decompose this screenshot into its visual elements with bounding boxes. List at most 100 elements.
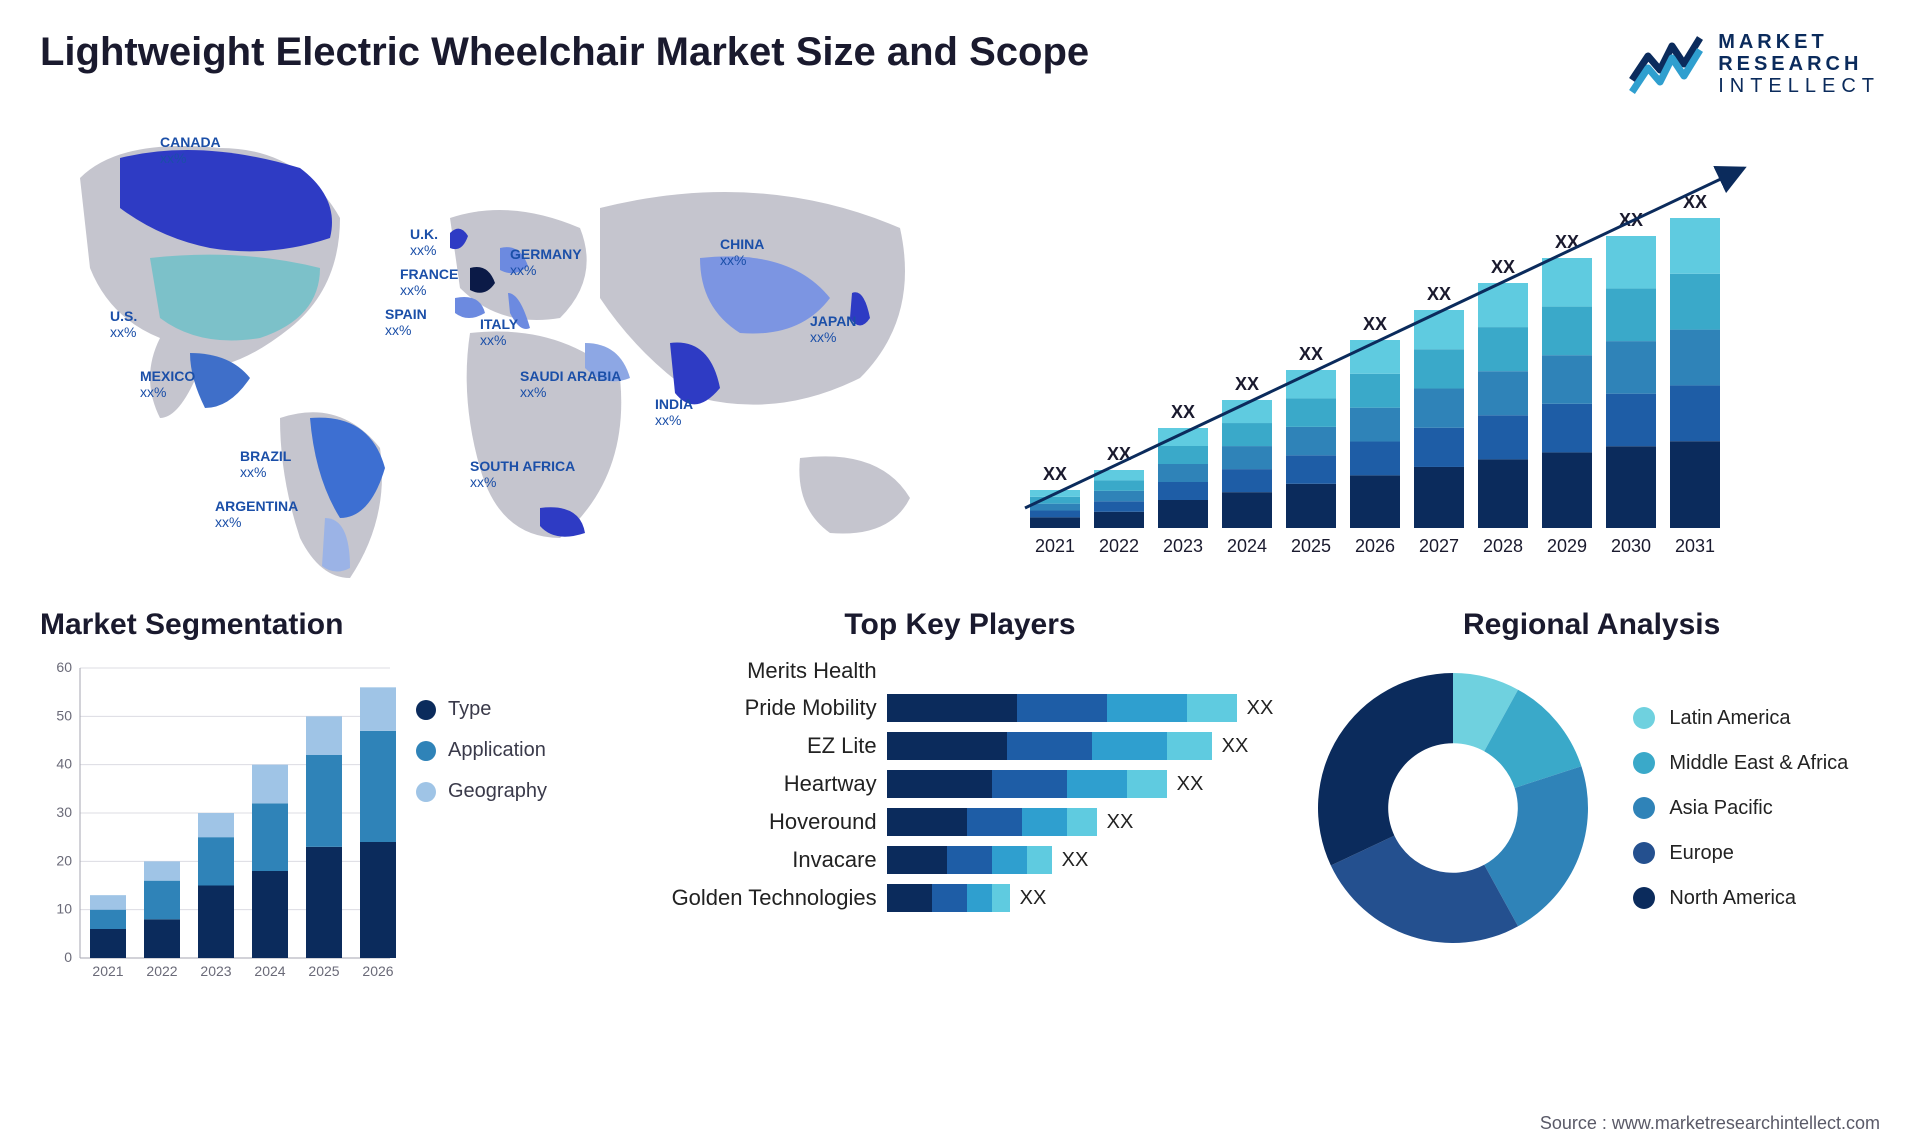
svg-text:2022: 2022 bbox=[1099, 536, 1139, 556]
player-name-label: EZ Lite bbox=[647, 733, 877, 759]
player-name-label: Pride Mobility bbox=[647, 695, 877, 721]
player-bar bbox=[887, 770, 1167, 798]
legend-label: Application bbox=[448, 739, 546, 762]
logo-row-1: MARKET bbox=[1718, 31, 1880, 53]
legend-swatch-icon bbox=[1633, 887, 1655, 909]
map-country-label: CHINAxx% bbox=[720, 236, 764, 268]
player-value-label: XX bbox=[1020, 887, 1047, 910]
svg-text:2025: 2025 bbox=[308, 963, 339, 979]
legend-swatch-icon bbox=[416, 700, 436, 720]
svg-text:2025: 2025 bbox=[1291, 536, 1331, 556]
svg-text:2021: 2021 bbox=[92, 963, 123, 979]
legend-label: Latin America bbox=[1669, 707, 1790, 730]
svg-text:2028: 2028 bbox=[1483, 536, 1523, 556]
player-value-label: XX bbox=[1062, 849, 1089, 872]
svg-text:10: 10 bbox=[56, 901, 72, 917]
svg-text:2027: 2027 bbox=[1419, 536, 1459, 556]
legend-swatch-icon bbox=[1633, 842, 1655, 864]
players-title: Top Key Players bbox=[647, 608, 1274, 642]
regional-donut-chart bbox=[1303, 658, 1603, 958]
regional-legend-item: North America bbox=[1633, 887, 1848, 910]
player-row: Pride Mobility XX bbox=[647, 694, 1274, 722]
player-row: Invacare XX bbox=[647, 846, 1274, 874]
svg-text:XX: XX bbox=[1363, 314, 1387, 334]
svg-text:2026: 2026 bbox=[362, 963, 393, 979]
map-country-label: GERMANYxx% bbox=[510, 246, 582, 278]
players-panel: Top Key Players Merits Health Pride Mobil… bbox=[647, 608, 1274, 1028]
world-map-panel: CANADAxx%U.S.xx%MEXICOxx%BRAZILxx%ARGENT… bbox=[40, 118, 960, 578]
regional-legend: Latin AmericaMiddle East & AfricaAsia Pa… bbox=[1633, 707, 1848, 910]
segmentation-panel: Market Segmentation 01020304050602021202… bbox=[40, 608, 617, 1028]
map-country-label: JAPANxx% bbox=[810, 313, 856, 345]
segmentation-title: Market Segmentation bbox=[40, 608, 617, 642]
svg-text:2026: 2026 bbox=[1355, 536, 1395, 556]
map-country-label: U.K.xx% bbox=[410, 226, 438, 258]
regional-panel: Regional Analysis Latin AmericaMiddle Ea… bbox=[1303, 608, 1880, 1028]
svg-text:2030: 2030 bbox=[1611, 536, 1651, 556]
logo-mark-icon bbox=[1628, 30, 1706, 98]
legend-label: Type bbox=[448, 698, 491, 721]
logo-text: MARKET RESEARCH INTELLECT bbox=[1718, 31, 1880, 97]
svg-text:60: 60 bbox=[56, 659, 72, 675]
legend-label: Geography bbox=[448, 780, 547, 803]
svg-text:XX: XX bbox=[1043, 464, 1067, 484]
player-bar bbox=[887, 694, 1237, 722]
map-country-label: MEXICOxx% bbox=[140, 368, 195, 400]
regional-legend-item: Middle East & Africa bbox=[1633, 752, 1848, 775]
player-bar bbox=[887, 884, 1010, 912]
svg-text:2031: 2031 bbox=[1675, 536, 1715, 556]
player-name-label: Hoveround bbox=[647, 809, 877, 835]
legend-swatch-icon bbox=[1633, 752, 1655, 774]
player-bar bbox=[887, 732, 1212, 760]
map-country-label: ARGENTINAxx% bbox=[215, 498, 298, 530]
map-country-label: ITALYxx% bbox=[480, 316, 518, 348]
map-country-label: BRAZILxx% bbox=[240, 448, 291, 480]
regional-legend-item: Latin America bbox=[1633, 707, 1848, 730]
growth-chart-panel: XX2021XX2022XX2023XX2024XX2025XX2026XX20… bbox=[1000, 118, 1880, 578]
map-country-label: FRANCExx% bbox=[400, 266, 458, 298]
player-row: Heartway XX bbox=[647, 770, 1274, 798]
player-row: Hoveround XX bbox=[647, 808, 1274, 836]
brand-logo: MARKET RESEARCH INTELLECT bbox=[1628, 30, 1880, 98]
svg-text:30: 30 bbox=[56, 804, 72, 820]
legend-swatch-icon bbox=[1633, 707, 1655, 729]
player-name-label: Golden Technologies bbox=[647, 885, 877, 911]
svg-text:2022: 2022 bbox=[146, 963, 177, 979]
player-row: Golden Technologies XX bbox=[647, 884, 1274, 912]
player-bar bbox=[887, 846, 1052, 874]
svg-text:XX: XX bbox=[1299, 344, 1323, 364]
svg-text:50: 50 bbox=[56, 707, 72, 723]
svg-text:XX: XX bbox=[1171, 402, 1195, 422]
svg-text:2021: 2021 bbox=[1035, 536, 1075, 556]
svg-text:XX: XX bbox=[1235, 374, 1259, 394]
header: Lightweight Electric Wheelchair Market S… bbox=[40, 30, 1880, 98]
growth-stacked-bar-chart: XX2021XX2022XX2023XX2024XX2025XX2026XX20… bbox=[1000, 128, 1880, 578]
bottom-row: Market Segmentation 01020304050602021202… bbox=[40, 608, 1880, 1028]
segmentation-bar-chart: 0102030405060202120222023202420252026 bbox=[40, 658, 400, 998]
logo-row-2: RESEARCH bbox=[1718, 53, 1880, 75]
map-country-label: SAUDI ARABIAxx% bbox=[520, 368, 621, 400]
player-value-label: XX bbox=[1107, 811, 1134, 834]
segmentation-legend: Type Application Geography bbox=[416, 658, 547, 1028]
player-name-label: Invacare bbox=[647, 847, 877, 873]
svg-text:0: 0 bbox=[64, 949, 72, 965]
legend-swatch-icon bbox=[416, 741, 436, 761]
svg-text:2024: 2024 bbox=[1227, 536, 1267, 556]
player-value-label: XX bbox=[1247, 697, 1274, 720]
map-country-label: U.S.xx% bbox=[110, 308, 137, 340]
svg-text:20: 20 bbox=[56, 852, 72, 868]
map-country-label: SPAINxx% bbox=[385, 306, 427, 338]
segmentation-legend-item: Geography bbox=[416, 780, 547, 803]
svg-text:2024: 2024 bbox=[254, 963, 285, 979]
legend-swatch-icon bbox=[416, 782, 436, 802]
player-value-label: XX bbox=[1222, 735, 1249, 758]
player-value-label: XX bbox=[1177, 773, 1204, 796]
svg-text:2023: 2023 bbox=[200, 963, 231, 979]
svg-text:XX: XX bbox=[1427, 284, 1451, 304]
svg-text:2023: 2023 bbox=[1163, 536, 1203, 556]
player-bar bbox=[887, 808, 1097, 836]
player-row: Merits Health bbox=[647, 658, 1274, 684]
player-name-label: Heartway bbox=[647, 771, 877, 797]
player-row: EZ Lite XX bbox=[647, 732, 1274, 760]
source-attribution: Source : www.marketresearchintellect.com bbox=[1540, 1113, 1880, 1134]
